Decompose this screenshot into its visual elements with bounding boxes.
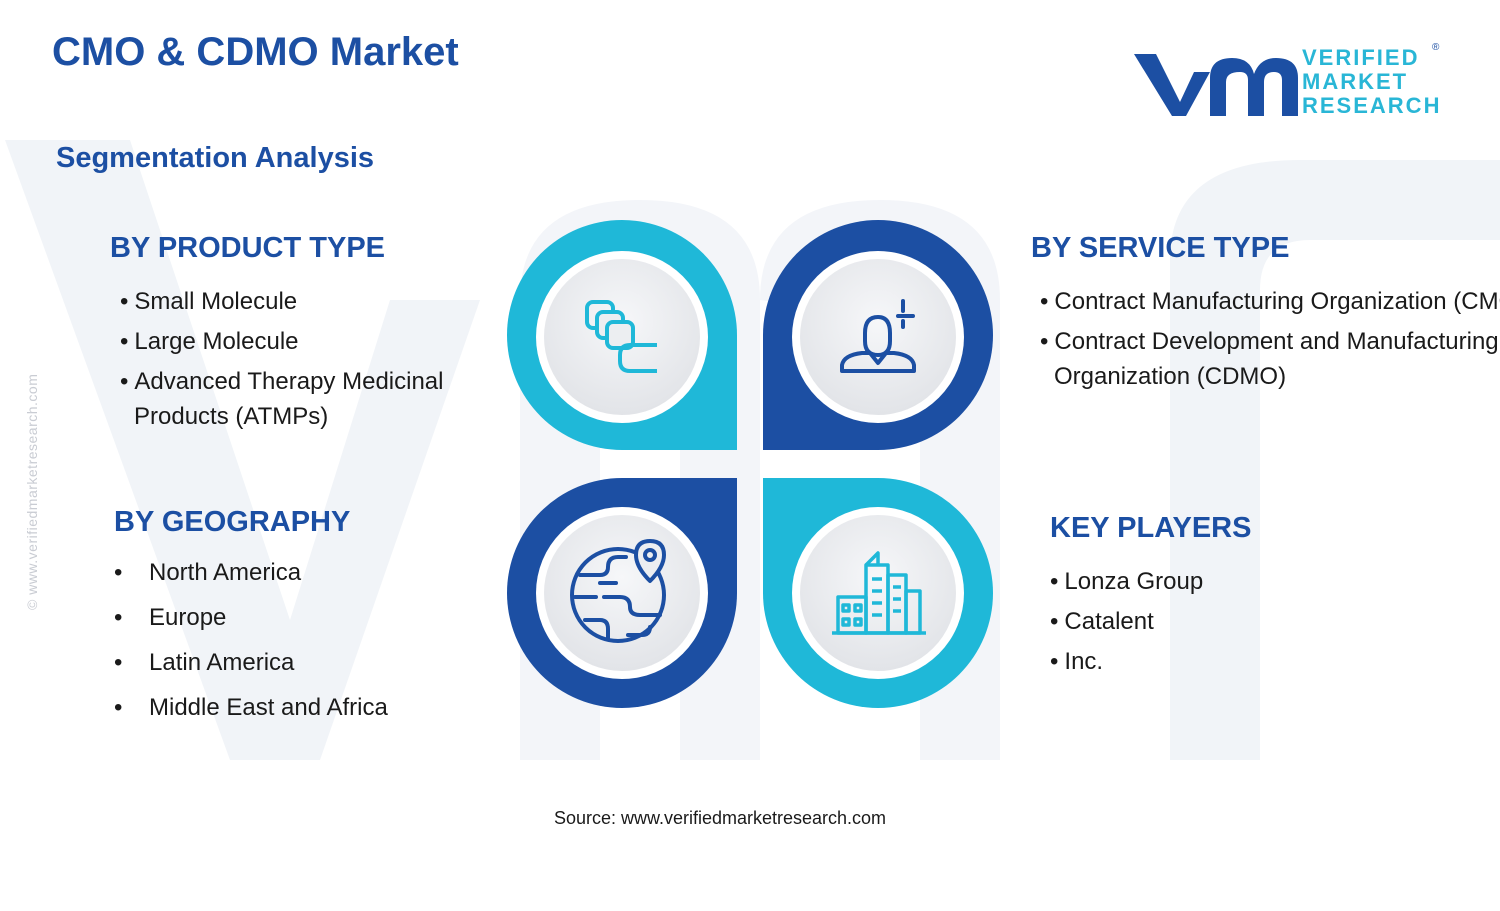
vmr-logo-icon xyxy=(1134,54,1298,116)
registered-mark: ® xyxy=(1432,42,1440,53)
list-item: • Middle East and Africa xyxy=(114,694,388,721)
geography-heading: BY GEOGRAPHY xyxy=(114,506,351,538)
petal-key-players xyxy=(763,478,993,708)
list-item: • Europe xyxy=(114,604,227,631)
list-item: • Small Molecule xyxy=(120,288,298,315)
side-watermark-text: © www.verifiedmarketresearch.com xyxy=(24,373,40,610)
person-plus-icon xyxy=(840,299,916,373)
petal-service-type xyxy=(763,220,993,450)
list-item: • North America xyxy=(114,559,302,586)
list-item: • Advanced Therapy Medicinal xyxy=(120,368,444,395)
list-item: • Contract Development and Manufacturing xyxy=(1040,328,1499,355)
petal-geography xyxy=(507,478,737,708)
key-players-list: • Lonza Group • Catalent • Inc. xyxy=(1050,564,1203,684)
page-title: CMO & CDMO Market xyxy=(52,30,459,74)
list-item: • Catalent xyxy=(1050,608,1154,635)
list-item: • Large Molecule xyxy=(120,328,299,355)
logo-wordmark: VERIFIED MARKET RESEARCH xyxy=(1302,45,1442,118)
key-players-heading: KEY PLAYERS xyxy=(1050,512,1252,544)
list-item: Products (ATMPs) xyxy=(134,403,329,430)
list-item: Organization (CDMO) xyxy=(1054,363,1287,390)
source-caption: Source: www.verifiedmarketresearch.com xyxy=(553,808,887,828)
city-buildings-icon xyxy=(832,551,926,635)
list-item: • Lonza Group xyxy=(1050,568,1204,595)
service-type-heading: BY SERVICE TYPE xyxy=(1031,232,1290,264)
product-type-heading: BY PRODUCT TYPE xyxy=(110,232,386,264)
product-type-list: • Small Molecule • Large Molecule • Advance… xyxy=(120,284,443,439)
list-item: • Contract Manufacturing Organization (CM… xyxy=(1040,288,1500,315)
list-item: • Latin America xyxy=(114,649,295,676)
stacked-squares-icon xyxy=(585,300,657,373)
segmentation-diagram xyxy=(507,220,993,708)
service-type-clip: • Contract Manufacturing Organization (CM… xyxy=(1030,280,1500,400)
geography-list: • North America • Europe • Latin America • M… xyxy=(114,555,388,735)
list-item: • Inc. xyxy=(1050,648,1104,675)
globe-location-icon xyxy=(570,539,666,643)
page-subtitle: Segmentation Analysis xyxy=(56,142,375,174)
service-type-list: • Contract Manufacturing Organization (CM… xyxy=(1040,284,1500,399)
